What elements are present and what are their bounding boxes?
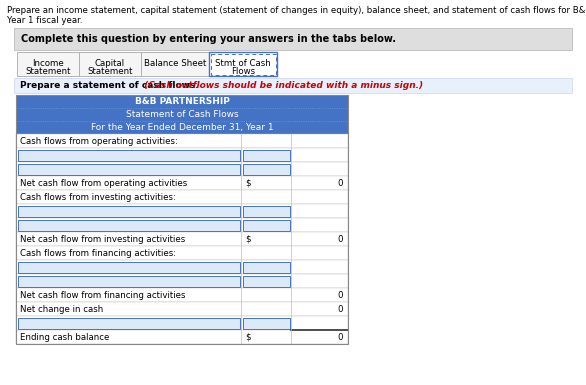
Bar: [243, 164, 289, 174]
Bar: [16, 148, 348, 162]
Text: 0: 0: [338, 305, 343, 313]
Bar: [14, 28, 572, 50]
Text: Flows: Flows: [231, 67, 255, 76]
Bar: [14, 78, 572, 93]
Text: (Cash outflows should be indicated with a minus sign.): (Cash outflows should be indicated with …: [141, 81, 423, 90]
Bar: [18, 276, 240, 286]
Bar: [18, 318, 240, 328]
Bar: [16, 134, 348, 148]
Bar: [16, 302, 348, 316]
Bar: [16, 218, 348, 232]
Text: Balance Sheet: Balance Sheet: [144, 60, 206, 69]
Bar: [16, 288, 348, 302]
Text: 0: 0: [338, 291, 343, 300]
Text: B&B PARTNERSHIP: B&B PARTNERSHIP: [135, 97, 230, 106]
Text: 0: 0: [338, 333, 343, 341]
Bar: [16, 246, 348, 260]
Bar: [16, 316, 348, 330]
Text: 0: 0: [338, 234, 343, 243]
Text: Stmt of Cash: Stmt of Cash: [215, 60, 271, 69]
Bar: [243, 276, 289, 286]
Text: 0: 0: [338, 179, 343, 187]
Text: Cash flows from operating activities:: Cash flows from operating activities:: [20, 137, 178, 146]
Bar: [141, 52, 209, 76]
Text: Capital: Capital: [95, 60, 125, 69]
Text: Income: Income: [32, 60, 64, 69]
Text: Complete this question by entering your answers in the tabs below.: Complete this question by entering your …: [21, 34, 396, 44]
Text: Prepare an income statement, capital statement (statement of changes in equity),: Prepare an income statement, capital sta…: [7, 6, 586, 15]
Text: Net change in cash: Net change in cash: [20, 305, 103, 313]
Bar: [16, 232, 348, 246]
Bar: [209, 52, 277, 76]
Text: Prepare a statement of cash flows.: Prepare a statement of cash flows.: [20, 81, 199, 90]
Bar: [16, 204, 348, 218]
Bar: [17, 52, 79, 76]
Bar: [210, 54, 275, 75]
Text: Statement: Statement: [25, 67, 71, 76]
Bar: [16, 330, 348, 344]
Text: Cash flows from financing activities:: Cash flows from financing activities:: [20, 248, 176, 258]
Text: Cash flows from investing activities:: Cash flows from investing activities:: [20, 192, 176, 201]
Bar: [18, 206, 240, 216]
Text: For the Year Ended December 31, Year 1: For the Year Ended December 31, Year 1: [91, 123, 273, 132]
Text: $: $: [245, 179, 250, 187]
Bar: [16, 95, 348, 108]
Bar: [18, 164, 240, 174]
Text: Net cash flow from financing activities: Net cash flow from financing activities: [20, 291, 186, 300]
Bar: [243, 149, 289, 161]
Bar: [16, 260, 348, 274]
Bar: [79, 52, 141, 76]
Bar: [243, 318, 289, 328]
Text: Statement of Cash Flows: Statement of Cash Flows: [125, 110, 239, 119]
Bar: [243, 206, 289, 216]
Bar: [16, 274, 348, 288]
Bar: [16, 121, 348, 134]
Text: Ending cash balance: Ending cash balance: [20, 333, 110, 341]
Text: Net cash flow from operating activities: Net cash flow from operating activities: [20, 179, 188, 187]
Text: Statement: Statement: [87, 67, 133, 76]
Bar: [16, 176, 348, 190]
Text: Net cash flow from investing activities: Net cash flow from investing activities: [20, 234, 185, 243]
Bar: [16, 108, 348, 121]
Bar: [18, 261, 240, 273]
Bar: [16, 162, 348, 176]
Text: $: $: [245, 234, 250, 243]
Text: Year 1 fiscal year.: Year 1 fiscal year.: [7, 16, 83, 25]
Bar: [16, 95, 348, 344]
Bar: [243, 261, 289, 273]
Text: $: $: [245, 333, 250, 341]
Bar: [243, 219, 289, 231]
Bar: [18, 219, 240, 231]
Bar: [16, 190, 348, 204]
Bar: [18, 149, 240, 161]
